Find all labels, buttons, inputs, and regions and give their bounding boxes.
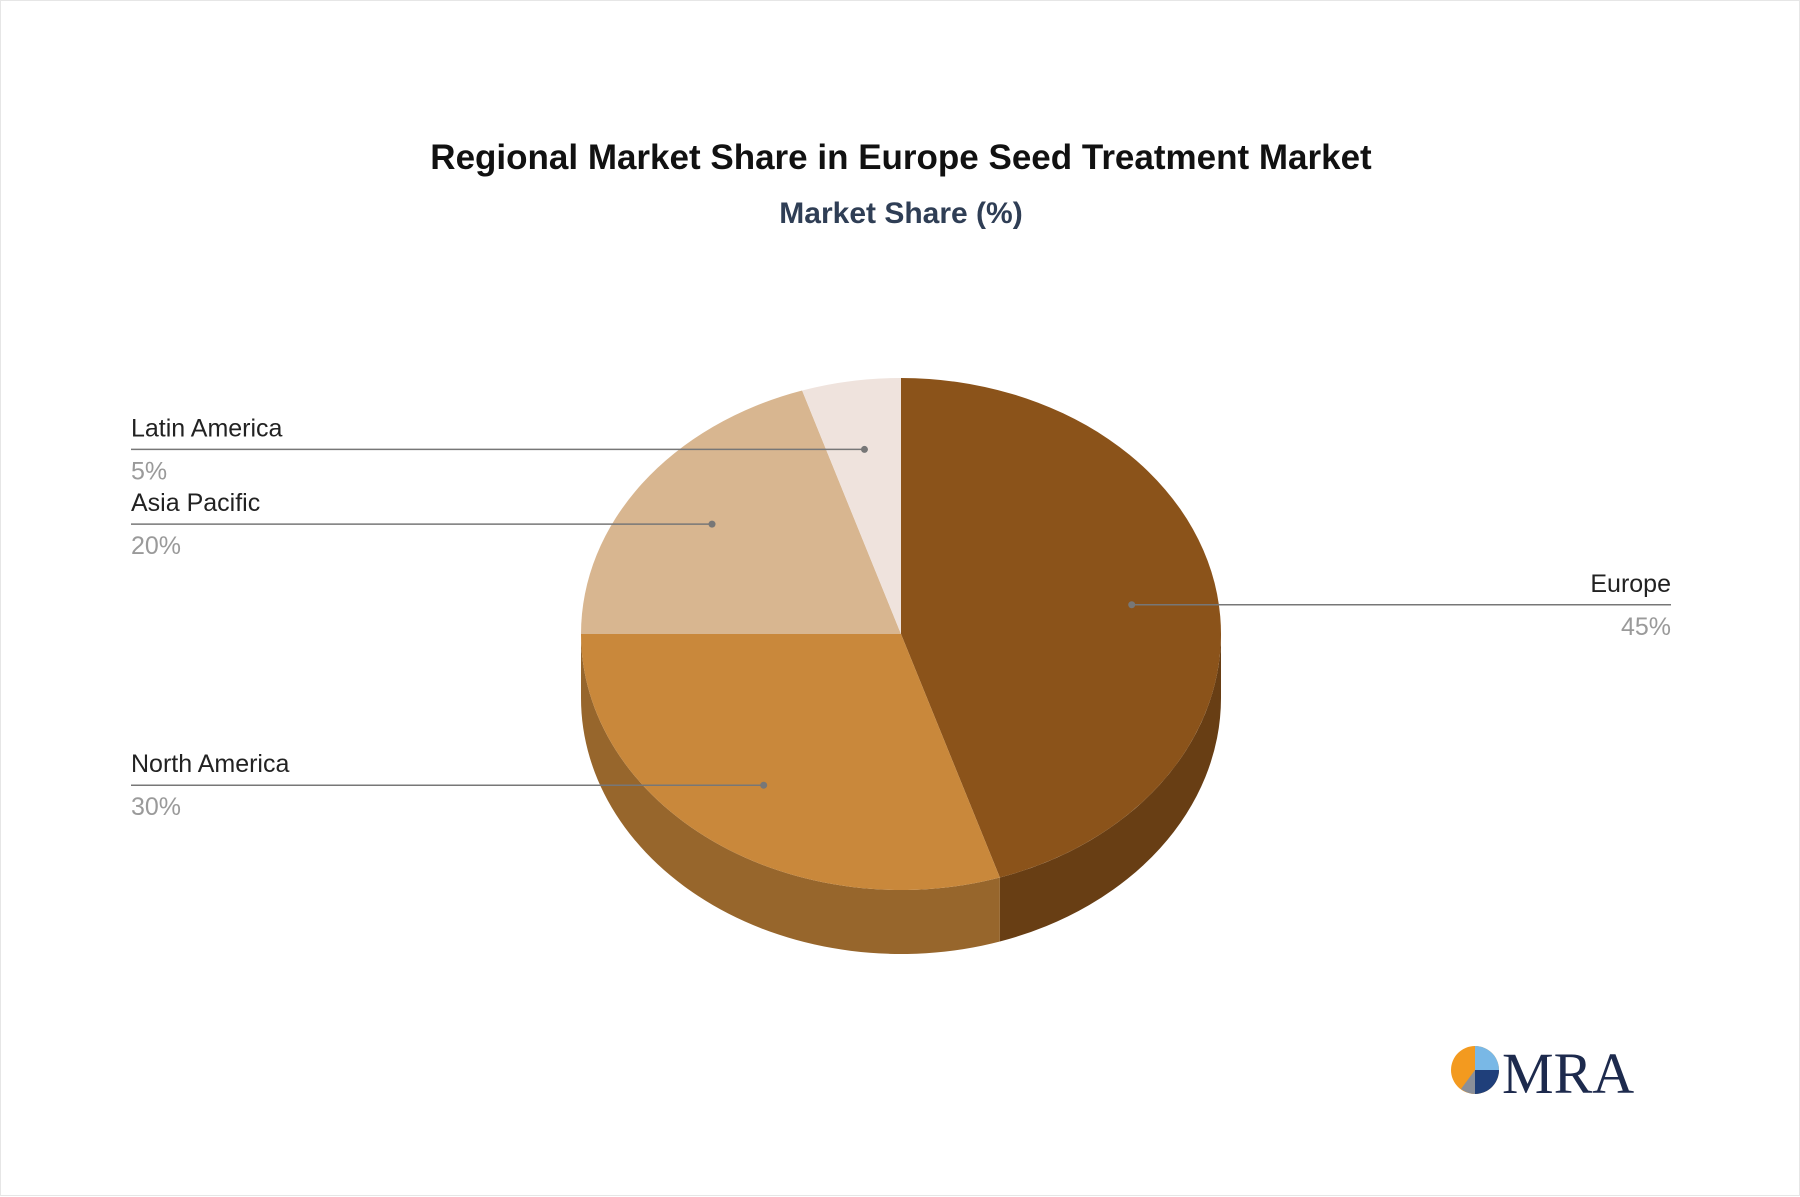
pie-labels: Europe 45% North America 30% Asia Pacific 20%…: [131, 414, 1671, 821]
label-name-north-america: North America: [131, 750, 289, 778]
leader-dot-north-america: [760, 781, 768, 789]
leader-dot-europe: [1128, 601, 1136, 609]
pie-slice-latin-america[interactable]: [802, 378, 901, 634]
label-name-europe: Europe: [1590, 570, 1671, 598]
pie-side-north-america: [581, 634, 1000, 954]
label-value-latin-america: 5%: [131, 457, 167, 485]
pie-slices: [581, 378, 1222, 890]
mra-logo-text: MRA: [1502, 1041, 1634, 1106]
pie-slice-europe[interactable]: [901, 378, 1222, 878]
leader-dot-latin-america: [860, 445, 868, 453]
chart-title: Regional Market Share in Europe Seed Tre…: [430, 138, 1372, 177]
pie-slice-asia-pacific[interactable]: [581, 390, 901, 634]
label-value-europe: 45%: [1621, 613, 1671, 641]
pie-side-walls: [581, 634, 1221, 954]
chart-subtitle: Market Share (%): [779, 197, 1022, 230]
pie-slice-north-america[interactable]: [581, 634, 1000, 890]
pie-side-europe: [999, 634, 1221, 942]
leader-dot-asia-pacific: [708, 520, 716, 528]
label-name-asia-pacific: Asia Pacific: [131, 489, 260, 517]
mra-logo: MRA: [1451, 1041, 1634, 1106]
mra-pie-logo-icon: [1451, 1046, 1499, 1094]
label-value-asia-pacific: 20%: [131, 532, 181, 560]
label-name-latin-america: Latin America: [131, 414, 283, 442]
label-value-north-america: 30%: [131, 793, 181, 821]
